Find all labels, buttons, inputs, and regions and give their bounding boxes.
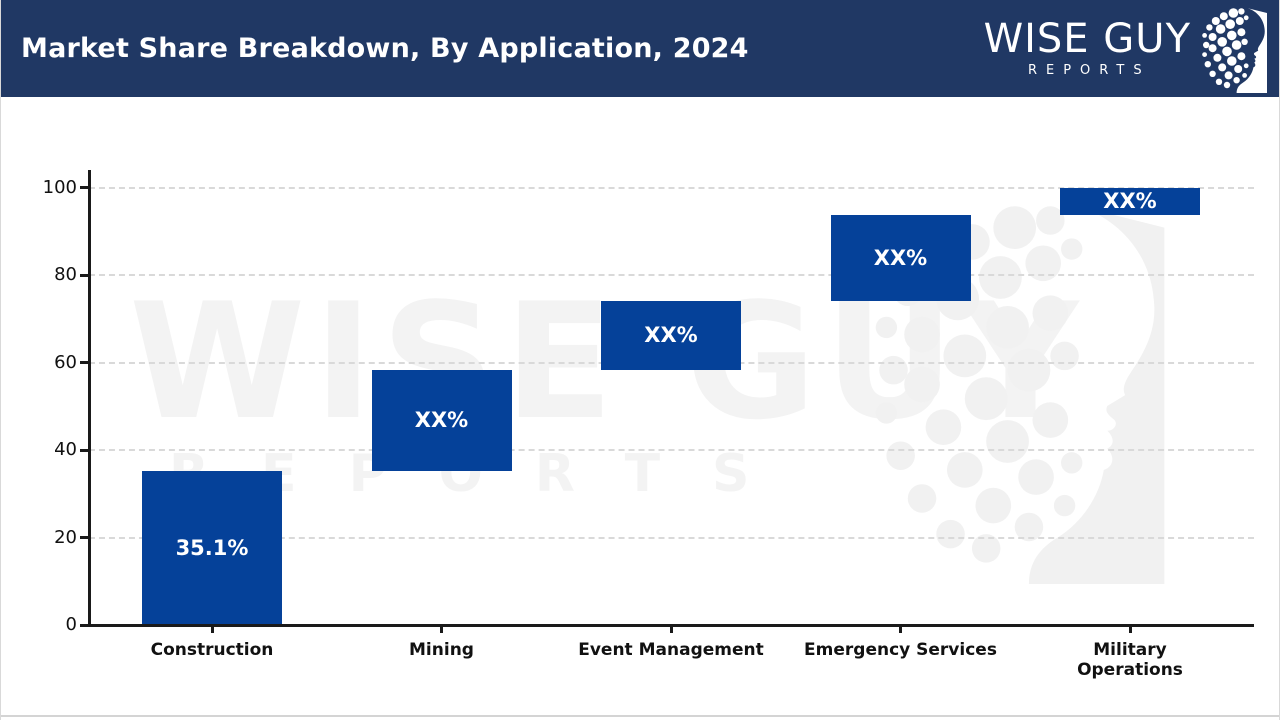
y-axis-tick [80,536,89,539]
x-tick-label: Military Operations [1077,640,1183,681]
header-bar: Market Share Breakdown, By Application, … [1,0,1279,97]
x-axis-tick [1128,625,1132,633]
bar-segment: 35.1% [142,471,282,625]
brand-logo: WISE GUY REPORTS [984,5,1269,93]
bar-segment: XX% [830,214,971,302]
x-tick-label: Emergency Services [804,640,997,660]
bar-segment: XX% [601,301,741,370]
bar-value-label: XX% [414,408,469,433]
y-axis-tick [80,186,89,189]
x-axis-tick [440,625,443,633]
x-axis-tick [210,625,214,633]
x-tick-label: Construction [150,640,274,660]
gridline [89,449,1254,451]
x-axis-tick [669,625,673,633]
y-tick-label: 0 [65,614,77,635]
gridline [89,536,1254,539]
x-tick-label: Event Management [578,640,764,660]
y-axis-tick [80,623,89,627]
x-tick-label: Mining [409,640,474,660]
brand-logo-text: WISE GUY REPORTS [984,19,1191,78]
y-tick-label: 100 [42,176,77,198]
bar-value-label: 35.1% [175,536,249,561]
brand-subtitle: REPORTS [1027,63,1151,78]
bar-value-label: XX% [873,245,928,270]
bottom-divider [1,715,1279,717]
y-tick-label: 80 [54,264,77,285]
bar-segment: XX% [1060,187,1200,215]
y-axis-tick [80,273,89,277]
gridline [89,274,1254,276]
bar-value-label: XX% [1103,189,1157,214]
y-tick-label: 60 [54,351,77,373]
chart-title: Market Share Breakdown, By Application, … [21,33,749,64]
y-tick-label: 20 [54,526,77,548]
gridline [89,186,1254,189]
y-axis-tick [80,361,89,364]
brand-name: WISE GUY [983,16,1191,62]
y-axis-tick [80,448,89,452]
bar-segment: XX% [371,369,512,472]
x-axis-tick [899,625,902,633]
face-logo-icon [1202,7,1267,93]
y-tick-label: 40 [54,439,77,460]
bar-value-label: XX% [644,323,698,348]
y-axis-line [87,170,91,627]
